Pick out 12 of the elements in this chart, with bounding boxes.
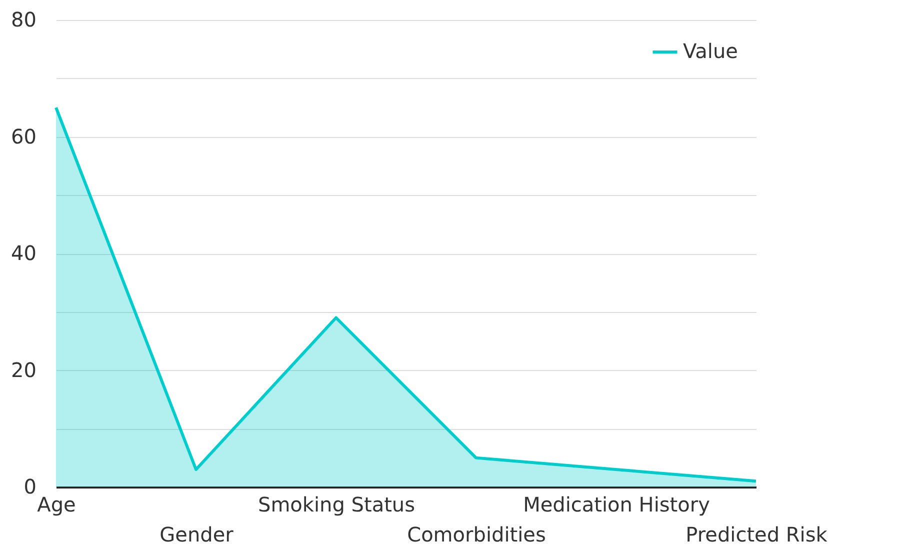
legend-label: Value <box>683 39 738 63</box>
x-tick-label: Predicted Risk <box>686 522 828 546</box>
y-tick-label: 0 <box>24 474 36 498</box>
y-tick-label: 20 <box>11 358 36 382</box>
y-tick-label: 60 <box>11 124 36 148</box>
x-tick-label: Gender <box>160 522 234 546</box>
x-tick-label: Medication History <box>523 492 710 516</box>
y-tick-label: 40 <box>11 241 36 265</box>
y-tick-label: 80 <box>11 8 36 32</box>
x-tick-label: Smoking Status <box>258 492 416 516</box>
x-tick-label: Age <box>37 492 76 516</box>
x-tick-label: Comorbidities <box>407 522 546 546</box>
